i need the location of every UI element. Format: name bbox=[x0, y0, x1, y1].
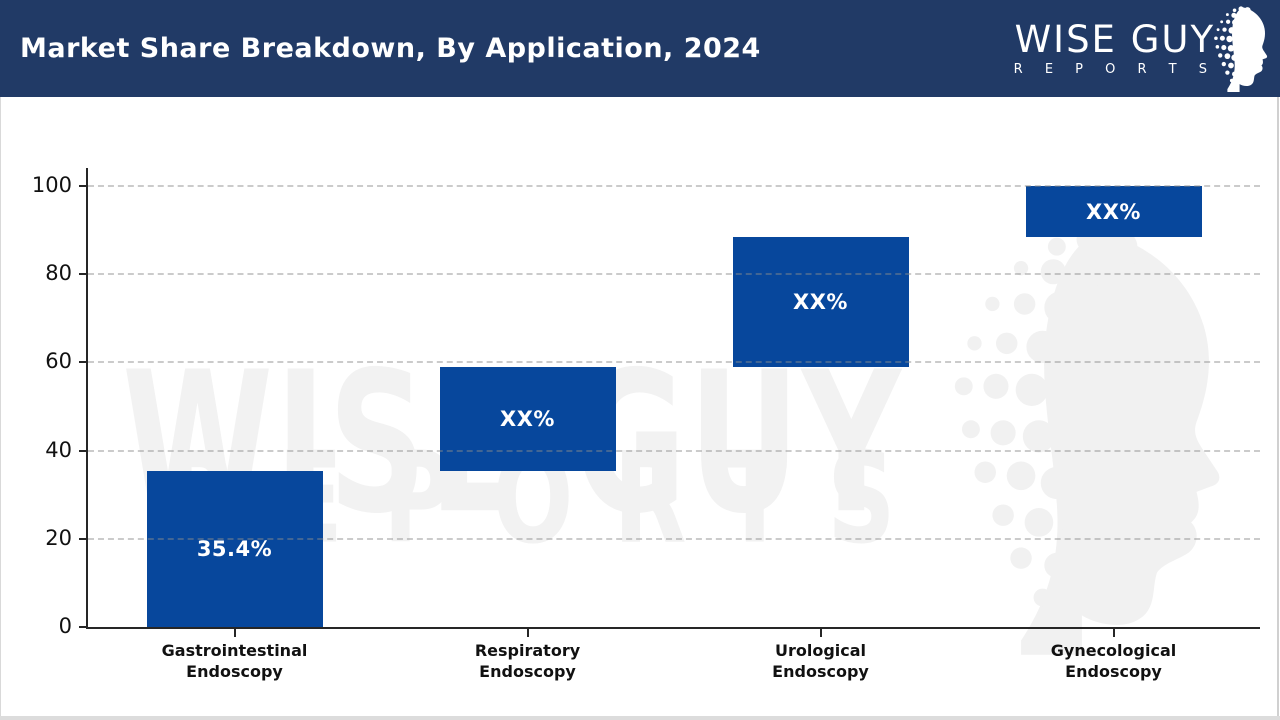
x-category-label: Urological Endoscopy bbox=[691, 640, 951, 682]
y-tick-mark bbox=[79, 449, 88, 452]
y-tick-mark bbox=[79, 361, 88, 364]
bar-segment: 35.4% bbox=[146, 470, 323, 627]
panel-border-right bbox=[1277, 97, 1279, 720]
logo-text: WISE GUY R E P O R T S bbox=[1013, 18, 1216, 77]
x-category-label: Gynecological Endoscopy bbox=[984, 640, 1244, 682]
bar-value-label: XX% bbox=[500, 406, 555, 431]
header-bar: Market Share Breakdown, By Application, … bbox=[0, 0, 1280, 97]
x-category-label-line: Gynecological bbox=[1050, 641, 1177, 660]
chart-title: Market Share Breakdown, By Application, … bbox=[20, 33, 761, 64]
bar-value-label: XX% bbox=[1086, 199, 1141, 224]
y-tick-label: 60 bbox=[45, 349, 72, 374]
bar-segment: XX% bbox=[732, 237, 909, 367]
logo-wiseguy-label: WISE GUY bbox=[1014, 18, 1216, 62]
y-tick-label: 80 bbox=[45, 261, 72, 286]
y-tick-mark bbox=[79, 626, 88, 628]
bar-segment: XX% bbox=[1025, 186, 1202, 238]
x-category-label: Respiratory Endoscopy bbox=[398, 640, 658, 682]
y-gridline bbox=[88, 185, 1260, 187]
y-gridline bbox=[88, 361, 1260, 364]
bar-value-label: XX% bbox=[793, 289, 848, 314]
panel-border-left bbox=[0, 97, 1, 720]
y-tick-label: 40 bbox=[45, 437, 72, 462]
y-tick-mark bbox=[79, 537, 88, 540]
x-tick-mark bbox=[233, 629, 236, 637]
y-axis-line bbox=[86, 168, 88, 629]
x-category-label-line: Endoscopy bbox=[772, 662, 869, 681]
wise-guy-reports-logo: WISE GUY R E P O R T S bbox=[1014, 6, 1272, 92]
x-category-label-line: Endoscopy bbox=[479, 662, 576, 681]
y-gridline bbox=[88, 449, 1260, 452]
x-tick-mark bbox=[1112, 629, 1115, 637]
x-category-label-line: Endoscopy bbox=[1065, 662, 1162, 681]
bar-value-label: 35.4% bbox=[196, 536, 273, 561]
y-tick-mark bbox=[79, 273, 88, 276]
logo-reports-label: R E P O R T S bbox=[1013, 61, 1216, 77]
y-tick-mark bbox=[79, 185, 88, 187]
x-category-label-line: Urological bbox=[774, 641, 867, 660]
x-category-label: Gastrointestinal Endoscopy bbox=[105, 640, 365, 682]
x-category-label-line: Gastrointestinal bbox=[161, 641, 308, 660]
x-tick-mark bbox=[819, 629, 822, 637]
x-axis-line bbox=[86, 627, 1260, 629]
y-tick-label: 100 bbox=[31, 173, 72, 197]
x-category-label-line: Respiratory bbox=[474, 641, 581, 660]
y-gridline bbox=[88, 273, 1260, 276]
panel-border-bottom bbox=[0, 716, 1280, 720]
x-category-label-line: Endoscopy bbox=[186, 662, 283, 681]
bar-segment: XX% bbox=[439, 366, 616, 471]
y-tick-label: 0 bbox=[58, 614, 72, 638]
y-gridline bbox=[88, 537, 1260, 540]
logo-head-icon bbox=[1214, 6, 1268, 92]
y-tick-label: 20 bbox=[45, 525, 72, 550]
x-tick-mark bbox=[526, 629, 529, 637]
